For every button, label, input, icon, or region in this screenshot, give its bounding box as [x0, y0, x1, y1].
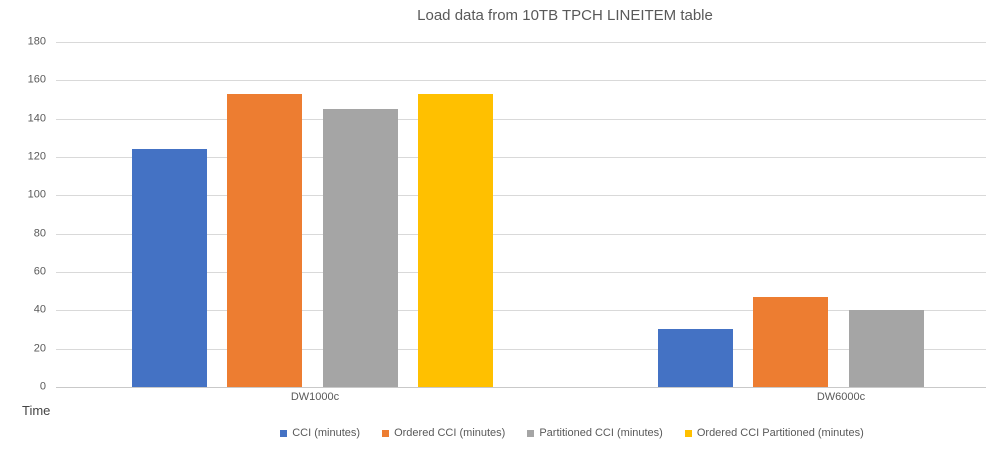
bar-dw1000c-ordered-cci-partitioned-minutes	[418, 94, 493, 387]
x-category-label-dw6000c: DW6000c	[816, 391, 866, 403]
gridline-120	[56, 157, 986, 158]
y-tick-label-100: 100	[27, 188, 46, 201]
bar-dw1000c-ordered-cci-minutes	[227, 94, 302, 387]
legend-swatch-icon	[382, 429, 390, 437]
y-tick-label-20: 20	[33, 342, 46, 355]
legend-swatch-icon	[684, 429, 692, 437]
chart-title: Load data from 10TB TPCH LINEITEM table	[417, 7, 713, 24]
legend-label: CCI (minutes)	[292, 427, 361, 439]
x-category-label-dw1000c: DW1000c	[290, 391, 340, 403]
y-tick-label-60: 60	[33, 265, 46, 278]
gridline-40	[56, 310, 986, 311]
legend-item-ordered-cci-partitioned-minutes: Ordered CCI Partitioned (minutes)	[684, 427, 864, 439]
legend-label: Partitioned CCI (minutes)	[539, 427, 663, 439]
legend: CCI (minutes) Ordered CCI (minutes) Partit…	[140, 427, 1004, 439]
gridline-180	[56, 42, 986, 43]
bar-dw6000c-ordered-cci-minutes	[753, 297, 828, 387]
bar-dw1000c-cci-minutes	[132, 149, 207, 387]
bar-dw6000c-cci-minutes	[658, 329, 733, 387]
legend-label: Ordered CCI Partitioned (minutes)	[696, 427, 864, 439]
y-tick-label-120: 120	[27, 150, 46, 163]
gridline-100	[56, 195, 986, 196]
legend-swatch-icon	[280, 429, 288, 437]
y-tick-label-180: 180	[27, 35, 46, 48]
gridline-140	[56, 119, 986, 120]
gridline-20	[56, 349, 986, 350]
gridline-60	[56, 272, 986, 273]
legend-label: Ordered CCI (minutes)	[394, 427, 506, 439]
y-tick-label-0: 0	[39, 380, 46, 393]
bar-dw1000c-partitioned-cci-minutes	[323, 109, 398, 387]
bar-dw6000c-partitioned-cci-minutes	[849, 310, 924, 387]
axis-title-time: Time	[22, 403, 51, 418]
legend-swatch-icon	[527, 429, 535, 437]
y-tick-label-40: 40	[33, 303, 46, 316]
gridline-80	[56, 234, 986, 235]
y-tick-label-140: 140	[27, 112, 46, 125]
y-tick-label-160: 160	[27, 73, 46, 86]
gridline-160	[56, 80, 986, 81]
legend-item-partitioned-cci-minutes: Partitioned CCI (minutes)	[527, 427, 663, 439]
y-tick-label-80: 80	[33, 227, 46, 240]
x-axis-line	[56, 387, 986, 388]
legend-item-cci-minutes: CCI (minutes)	[280, 427, 360, 439]
legend-item-ordered-cci-minutes: Ordered CCI (minutes)	[382, 427, 505, 439]
